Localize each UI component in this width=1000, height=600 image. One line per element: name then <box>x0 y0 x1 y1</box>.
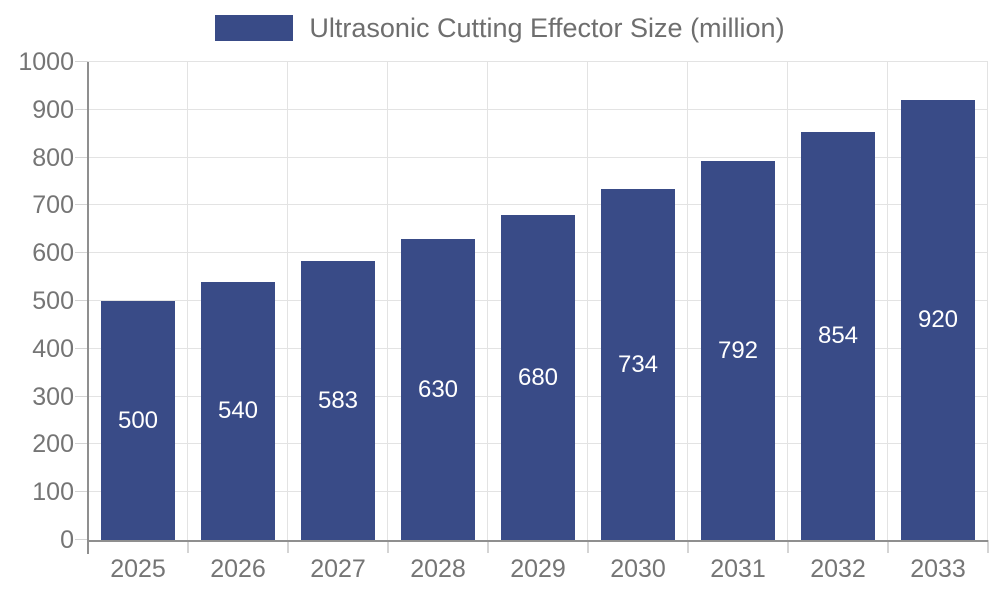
x-tick-label: 2028 <box>410 555 466 583</box>
bar-value-label: 500 <box>117 406 159 434</box>
gridline-vertical <box>587 62 588 540</box>
y-axis: 0 100 200 300 400 500 600 700 800 900 1000 <box>0 48 74 554</box>
gridline-horizontal <box>88 108 988 110</box>
y-axis-tick <box>75 491 88 493</box>
bar-value-label: 680 <box>517 363 559 391</box>
gridline-vertical <box>887 62 888 540</box>
gridline-horizontal <box>88 156 988 158</box>
y-axis-tick <box>75 156 88 158</box>
bar[interactable]: 500 <box>101 301 175 540</box>
y-axis-tick <box>75 108 88 110</box>
gridline-horizontal <box>88 61 988 62</box>
y-tick-label: 100 <box>32 478 74 507</box>
y-tick-label: 1000 <box>18 48 74 76</box>
y-tick-label: 0 <box>60 526 74 554</box>
bar[interactable]: 854 <box>801 132 875 540</box>
x-tick-label: 2031 <box>710 555 766 583</box>
x-tick-label: 2027 <box>310 555 366 583</box>
plot-area: 500 540 583 630 680 734 792 854 920 <box>75 61 989 553</box>
bar[interactable]: 734 <box>601 189 675 540</box>
gridline-vertical <box>487 62 488 540</box>
gridline-vertical <box>687 62 688 540</box>
bar-value-label: 920 <box>917 306 959 333</box>
y-tick-label: 800 <box>32 143 74 172</box>
y-axis-tick <box>75 539 88 540</box>
bar-value-label: 540 <box>217 397 259 424</box>
x-tick-label: 2033 <box>910 555 966 583</box>
y-tick-label: 400 <box>32 334 74 363</box>
x-axis-tick <box>487 540 489 553</box>
y-axis-tick <box>75 61 88 62</box>
bar-value-label: 630 <box>417 375 459 403</box>
x-tick-label: 2030 <box>610 555 666 583</box>
x-axis-tick <box>687 540 689 553</box>
legend[interactable]: Ultrasonic Cutting Effector Size (millio… <box>0 12 1000 44</box>
gridline-vertical <box>387 62 388 540</box>
x-tick-label: 2025 <box>110 555 166 583</box>
gridline-vertical <box>787 62 788 540</box>
y-tick-label: 300 <box>32 382 74 411</box>
bar-value-label: 583 <box>317 386 359 414</box>
x-axis-tick <box>987 540 989 553</box>
bar[interactable]: 630 <box>401 239 475 540</box>
bar-value-label: 854 <box>817 322 859 349</box>
x-axis-tick <box>387 540 389 553</box>
y-tick-label: 500 <box>32 287 74 315</box>
y-axis-tick <box>75 252 88 254</box>
x-tick-label: 2029 <box>510 555 566 583</box>
bar[interactable]: 680 <box>501 215 575 540</box>
bar[interactable]: 792 <box>701 161 775 540</box>
gridline-vertical <box>187 62 188 540</box>
bar-value-label: 792 <box>717 336 759 364</box>
legend-swatch-icon <box>215 15 294 41</box>
x-axis-tick <box>287 540 289 553</box>
x-tick-label: 2032 <box>810 555 866 583</box>
x-axis-tick <box>587 540 589 553</box>
y-axis-tick <box>75 204 88 206</box>
x-axis-tick <box>887 540 889 553</box>
legend-label: Ultrasonic Cutting Effector Size (millio… <box>309 13 785 43</box>
gridline-horizontal <box>88 204 988 206</box>
x-axis-tick <box>187 540 189 553</box>
y-axis-tick <box>75 347 88 349</box>
bar[interactable]: 540 <box>201 282 275 540</box>
y-axis-tick <box>75 443 88 445</box>
y-axis-tick <box>75 300 88 301</box>
x-axis: 2025 2026 2027 2028 2029 2030 2031 2032 2033 <box>88 554 988 590</box>
y-tick-label: 600 <box>32 239 74 268</box>
y-tick-label: 900 <box>32 95 74 124</box>
y-axis-tick <box>75 395 88 397</box>
gridline-vertical <box>987 62 988 540</box>
y-tick-label: 200 <box>32 430 74 459</box>
x-axis-tick <box>787 540 789 553</box>
x-axis-line <box>87 540 988 542</box>
y-tick-label: 700 <box>32 191 74 220</box>
bar[interactable]: 583 <box>301 261 375 540</box>
bar-value-label: 734 <box>617 350 659 378</box>
y-axis-line <box>87 62 89 554</box>
bar[interactable]: 920 <box>901 100 975 540</box>
gridline-vertical <box>287 62 288 540</box>
x-tick-label: 2026 <box>210 555 266 583</box>
